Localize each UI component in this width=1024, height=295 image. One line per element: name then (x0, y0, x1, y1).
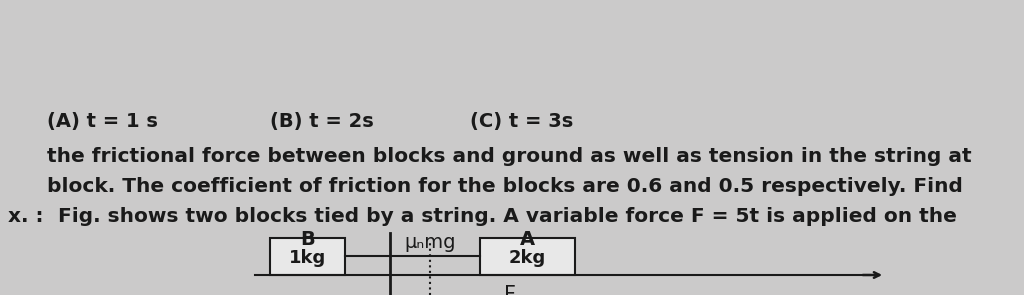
Text: F: F (504, 285, 516, 295)
Text: the frictional force between blocks and ground as well as tension in the string : the frictional force between blocks and … (47, 147, 972, 166)
Text: μₙmg: μₙmg (404, 233, 456, 252)
Text: block. The coefficient of friction for the blocks are 0.6 and 0.5 respectively. : block. The coefficient of friction for t… (47, 177, 963, 196)
Text: Fig. shows two blocks tied by a string. A variable force F = 5t is applied on th: Fig. shows two blocks tied by a string. … (58, 207, 956, 226)
Bar (270, 238, 345, 275)
Text: x. :: x. : (8, 207, 43, 226)
Text: (B) t = 2s: (B) t = 2s (270, 112, 374, 131)
Text: (C) t = 3s: (C) t = 3s (470, 112, 573, 131)
Text: B: B (300, 230, 314, 249)
Text: A: A (520, 230, 536, 249)
Bar (480, 238, 575, 275)
Text: 2kg: 2kg (509, 249, 546, 267)
Text: 1kg: 1kg (289, 249, 326, 267)
Text: (A) t = 1 s: (A) t = 1 s (47, 112, 158, 131)
